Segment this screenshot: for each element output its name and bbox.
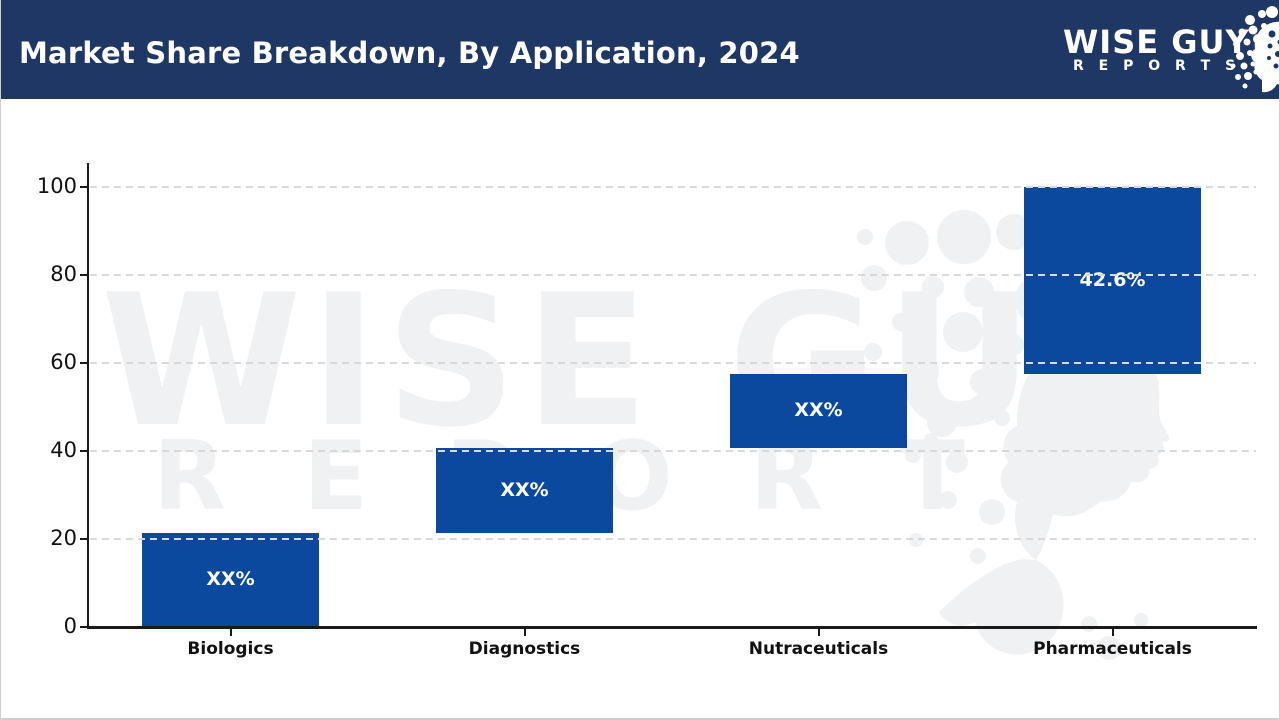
watermark-wordmark: WISE GUY	[101, 255, 1182, 467]
gridline-60	[90, 362, 1256, 364]
bar-value-label: XX%	[500, 478, 549, 501]
bar-biologics: XX%	[142, 533, 319, 627]
y-tick-80	[80, 274, 88, 276]
gridline-20	[90, 538, 1256, 540]
watermark-head-icon	[857, 210, 1170, 660]
y-tick-0	[80, 626, 88, 628]
x-tick-diagnostics	[523, 629, 526, 636]
category-label-pharmaceuticals: Pharmaceuticals	[1033, 639, 1192, 659]
y-tick-60	[80, 362, 88, 364]
x-tick-nutraceuticals	[817, 629, 820, 636]
bar-value-label: XX%	[206, 568, 255, 591]
wiseguy-head-icon	[1230, 6, 1279, 93]
y-tick-40	[80, 450, 88, 452]
y-tick-label: 20	[50, 526, 77, 550]
y-axis-spine	[87, 163, 89, 629]
category-label-diagnostics: Diagnostics	[468, 639, 581, 659]
gridline-100	[90, 186, 1256, 188]
x-tick-pharmaceuticals	[1111, 629, 1114, 636]
logo-wordmark: WISE GUY	[1063, 23, 1250, 61]
y-tick-label: 80	[50, 262, 77, 286]
watermark-subtitle: R E P O R T S	[153, 422, 1133, 532]
y-tick-label: 40	[50, 438, 77, 462]
y-tick-label: 0	[63, 614, 77, 638]
y-tick-label: 100	[36, 174, 77, 198]
header-band: Market Share Breakdown, By Application, …	[1, 0, 1279, 99]
plot-area: XX% XX% XX% 42.6% 0 20 40 60 80 100 Biologics Diagn…	[1, 99, 1279, 718]
bar-value-label: XX%	[794, 399, 843, 422]
y-tick-100	[80, 186, 88, 188]
gridline-80	[90, 274, 1256, 276]
bar-diagnostics: XX%	[436, 448, 613, 534]
x-axis-spine	[87, 626, 1257, 629]
bar-value-label: 42.6%	[1079, 268, 1146, 291]
bar-nutraceuticals: XX%	[730, 374, 907, 449]
logo-subtitle: R E P O R T S	[1073, 58, 1241, 74]
y-tick-label: 60	[50, 350, 77, 374]
page-title: Market Share Breakdown, By Application, …	[19, 36, 800, 70]
x-tick-biologics	[229, 629, 232, 636]
bar-pharmaceuticals: 42.6%	[1024, 187, 1201, 375]
category-label-biologics: Biologics	[187, 639, 274, 659]
category-label-nutraceuticals: Nutraceuticals	[748, 639, 889, 659]
y-tick-20	[80, 538, 88, 540]
wiseguy-logo: WISE GUY R E P O R T S	[1023, 0, 1279, 99]
gridline-40	[90, 450, 1256, 452]
